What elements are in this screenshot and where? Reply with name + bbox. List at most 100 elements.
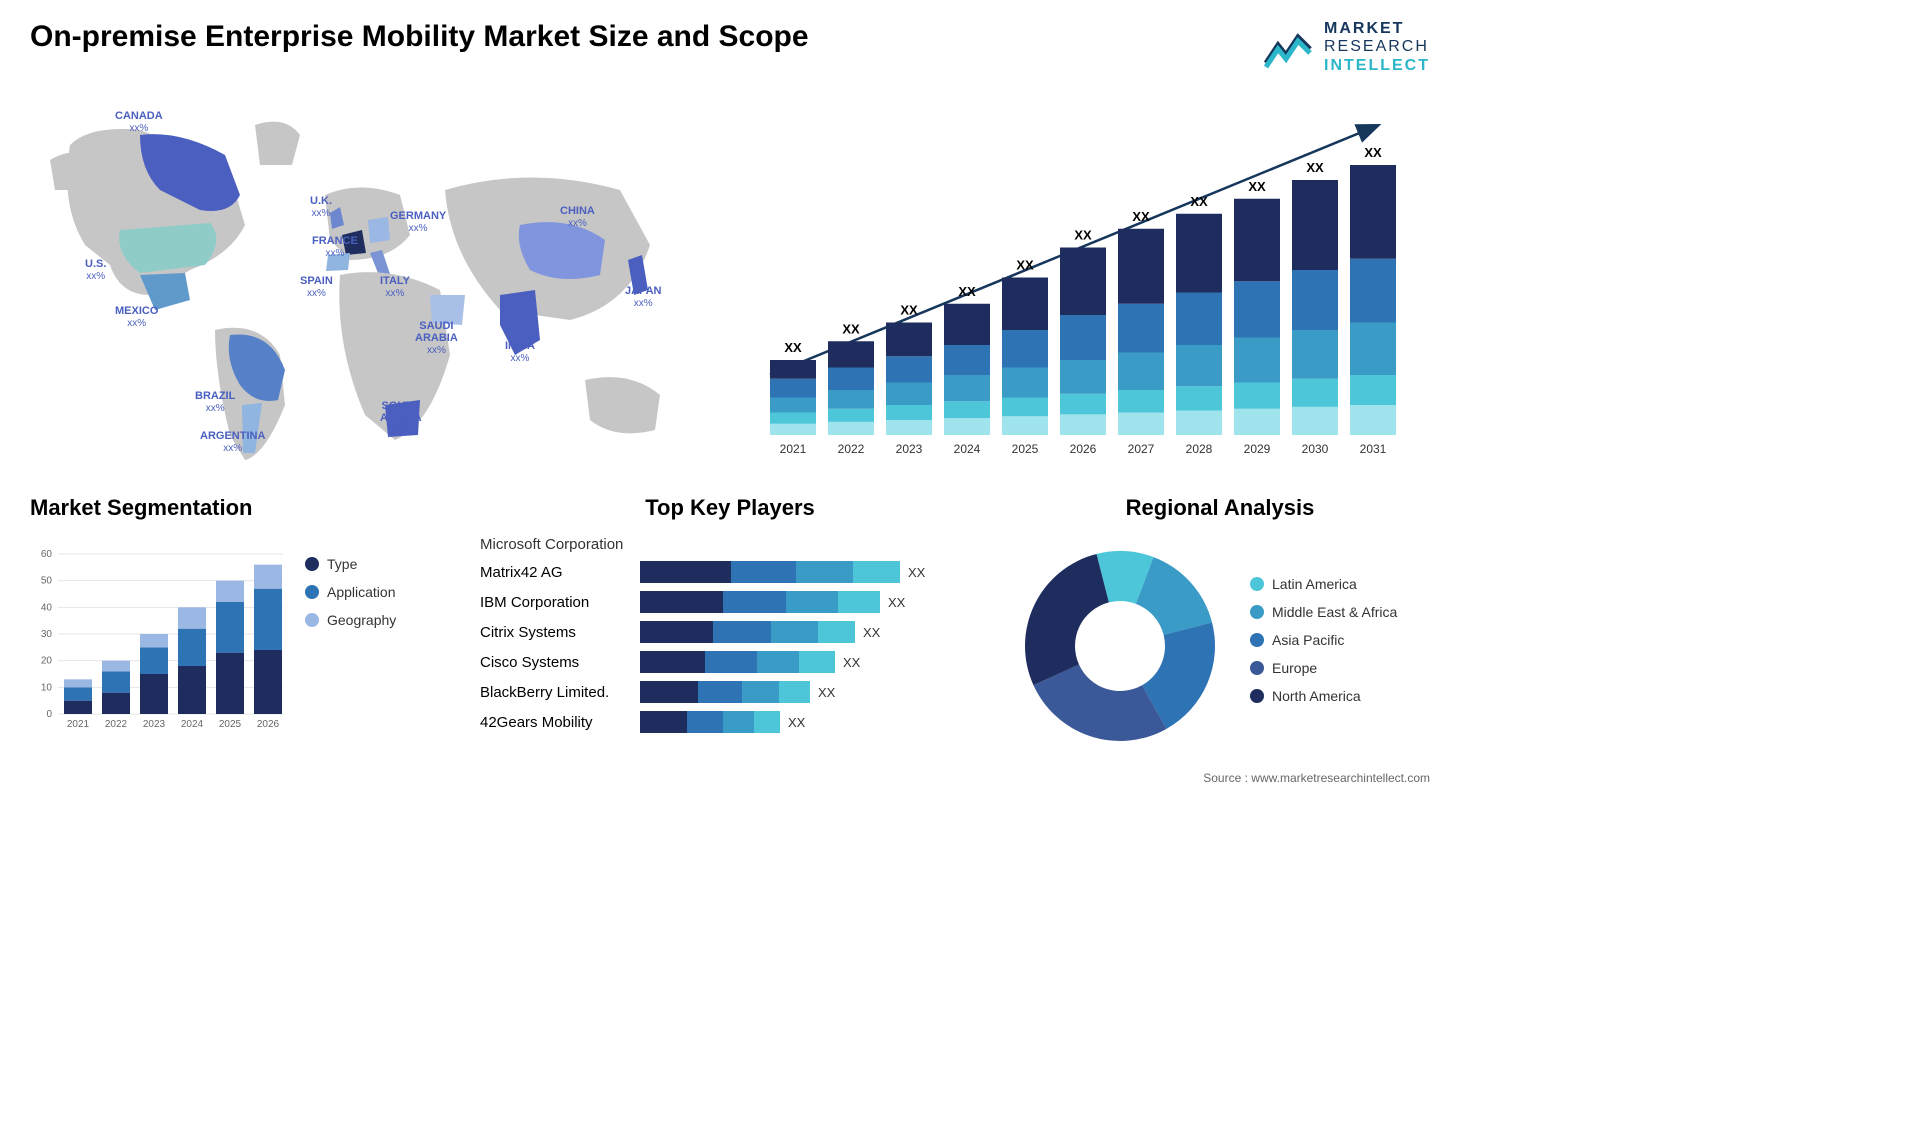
player-name: Citrix Systems (480, 624, 630, 641)
player-name: BlackBerry Limited. (480, 684, 630, 701)
forecast-bar-segment (1234, 383, 1280, 409)
forecast-year: 2030 (1302, 442, 1329, 456)
forecast-bar-segment (944, 345, 990, 375)
logo-line3: INTELLECT (1324, 57, 1430, 75)
map-label: SPAINxx% (300, 275, 333, 299)
forecast-bar-segment (1060, 360, 1106, 394)
forecast-bar-segment (1176, 345, 1222, 386)
forecast-bar-segment (1176, 293, 1222, 346)
forecast-bar-segment (1060, 248, 1106, 316)
map-label: INDIAxx% (505, 340, 535, 364)
player-value: XX (818, 685, 835, 700)
regional-legend-item: Europe (1250, 660, 1430, 676)
map-label: SOUTHAFRICAxx% (380, 400, 422, 436)
forecast-bar-segment (1292, 270, 1338, 330)
seg-bar-segment (64, 701, 92, 714)
logo-line2: RESEARCH (1324, 38, 1430, 56)
seg-bar-segment (178, 608, 206, 629)
svg-text:50: 50 (41, 576, 53, 587)
forecast-bar-segment (1234, 199, 1280, 282)
forecast-bar-segment (1118, 390, 1164, 413)
segmentation-legend: TypeApplicationGeography (305, 556, 450, 726)
seg-bar-segment (254, 589, 282, 650)
seg-legend-item: Application (305, 584, 450, 600)
player-bar (640, 621, 855, 643)
regional-legend: Latin AmericaMiddle East & AfricaAsia Pa… (1250, 576, 1430, 716)
forecast-year: 2028 (1186, 442, 1213, 456)
forecast-bar-segment (1002, 278, 1048, 331)
svg-text:30: 30 (41, 629, 53, 640)
forecast-bar-segment (1118, 304, 1164, 353)
svg-text:2023: 2023 (143, 719, 166, 730)
logo-icon (1262, 25, 1314, 71)
forecast-year: 2022 (838, 442, 865, 456)
forecast-bar-label: XX (1364, 145, 1382, 160)
seg-bar-segment (64, 680, 92, 688)
forecast-bar-segment (770, 398, 816, 413)
forecast-bar-segment (1350, 259, 1396, 323)
seg-bar-segment (64, 688, 92, 701)
seg-legend-item: Geography (305, 612, 450, 628)
logo-line1: MARKET (1324, 20, 1430, 38)
player-value: XX (843, 655, 860, 670)
player-row: IBM CorporationXX (480, 591, 980, 613)
forecast-bar-segment (1060, 394, 1106, 415)
player-value: XX (788, 715, 805, 730)
seg-bar-segment (140, 648, 168, 675)
forecast-year: 2025 (1012, 442, 1039, 456)
player-bar (640, 591, 880, 613)
regional-legend-item: Latin America (1250, 576, 1430, 592)
forecast-bar-segment (1292, 330, 1338, 379)
forecast-bar-segment (1002, 330, 1048, 368)
brand-logo: MARKET RESEARCH INTELLECT (1262, 20, 1430, 75)
regional-donut (1010, 536, 1230, 756)
map-label: JAPANxx% (625, 285, 661, 309)
player-value: XX (888, 595, 905, 610)
seg-bar-segment (216, 653, 244, 714)
map-label: U.K.xx% (310, 195, 332, 219)
player-row: Cisco SystemsXX (480, 651, 980, 673)
forecast-bar-segment (944, 418, 990, 435)
svg-text:60: 60 (41, 549, 53, 560)
player-bar (640, 681, 810, 703)
forecast-bar-segment (1292, 379, 1338, 407)
map-label: SAUDIARABIAxx% (415, 320, 458, 356)
forecast-bar-segment (1002, 416, 1048, 435)
forecast-bar-label: XX (1190, 194, 1208, 209)
segmentation-chart: 0102030405060202120222023202420252026 (30, 536, 290, 726)
regional-title: Regional Analysis (1010, 495, 1430, 521)
forecast-bar-segment (1292, 407, 1338, 435)
player-bar (640, 711, 780, 733)
world-map-panel: CANADAxx%U.S.xx%MEXICOxx%BRAZILxx%ARGENT… (30, 95, 710, 465)
forecast-bar-segment (1350, 323, 1396, 376)
forecast-bar-segment (1292, 180, 1338, 270)
segmentation-panel: Market Segmentation 01020304050602021202… (30, 495, 450, 726)
forecast-bar-segment (1176, 411, 1222, 435)
forecast-bar-segment (944, 304, 990, 345)
map-label: GERMANYxx% (390, 210, 446, 234)
forecast-bar-segment (770, 360, 816, 379)
forecast-year: 2026 (1070, 442, 1097, 456)
map-label: CANADAxx% (115, 110, 163, 134)
donut-slice (1025, 554, 1109, 685)
players-header: Microsoft Corporation (480, 536, 980, 553)
svg-text:40: 40 (41, 603, 53, 614)
page-title: On-premise Enterprise Mobility Market Si… (30, 20, 809, 54)
seg-bar-segment (102, 661, 130, 672)
forecast-bar-segment (770, 424, 816, 435)
forecast-bar-label: XX (842, 321, 860, 336)
regional-legend-item: Middle East & Africa (1250, 604, 1430, 620)
forecast-bar-segment (1060, 415, 1106, 436)
forecast-year: 2031 (1360, 442, 1387, 456)
svg-text:2022: 2022 (105, 719, 128, 730)
forecast-bar-segment (828, 341, 874, 367)
forecast-year: 2021 (780, 442, 807, 456)
player-row: Matrix42 AGXX (480, 561, 980, 583)
forecast-bar-segment (886, 420, 932, 435)
forecast-bar-label: XX (900, 303, 918, 318)
forecast-chart: XX2021XX2022XX2023XX2024XX2025XX2026XX20… (740, 95, 1440, 465)
forecast-bar-segment (1350, 375, 1396, 405)
player-name: 42Gears Mobility (480, 714, 630, 731)
forecast-bar-segment (1234, 338, 1280, 383)
forecast-bar-label: XX (784, 340, 802, 355)
